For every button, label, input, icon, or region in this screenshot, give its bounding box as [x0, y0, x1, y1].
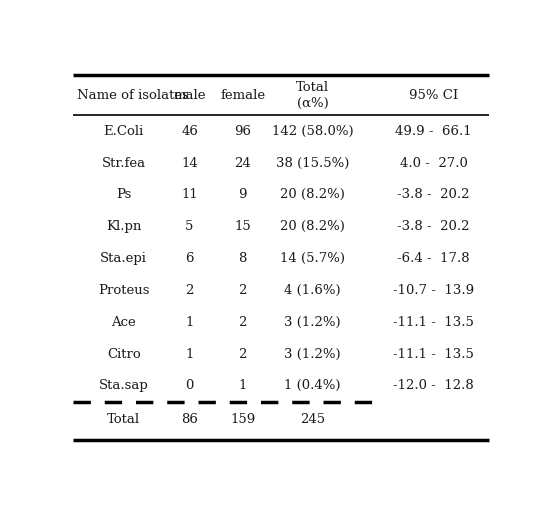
- Text: Total: Total: [296, 81, 329, 94]
- Text: 1: 1: [185, 316, 194, 329]
- Text: 96: 96: [234, 125, 251, 138]
- Text: 14: 14: [181, 157, 198, 170]
- Text: Ace: Ace: [111, 316, 136, 329]
- Text: 245: 245: [300, 413, 326, 427]
- Text: 0: 0: [185, 379, 194, 392]
- Text: Total: Total: [107, 413, 140, 427]
- Text: 14 (5.7%): 14 (5.7%): [280, 252, 345, 265]
- Text: 46: 46: [181, 125, 198, 138]
- Text: Sta.sap: Sta.sap: [99, 379, 149, 392]
- Text: 49.9 -  66.1: 49.9 - 66.1: [396, 125, 472, 138]
- Text: 8: 8: [238, 252, 247, 265]
- Text: -11.1 -  13.5: -11.1 - 13.5: [393, 347, 474, 361]
- Text: 1: 1: [185, 347, 194, 361]
- Text: 3 (1.2%): 3 (1.2%): [284, 347, 341, 361]
- Text: -6.4 -  17.8: -6.4 - 17.8: [397, 252, 470, 265]
- Text: Str.fea: Str.fea: [101, 157, 146, 170]
- Text: Sta.epi: Sta.epi: [100, 252, 147, 265]
- Text: 4 (1.6%): 4 (1.6%): [284, 284, 341, 297]
- Text: -12.0 -  12.8: -12.0 - 12.8: [393, 379, 474, 392]
- Text: 2: 2: [238, 347, 247, 361]
- Text: Proteus: Proteus: [98, 284, 150, 297]
- Text: female: female: [220, 89, 265, 102]
- Text: 38 (15.5%): 38 (15.5%): [276, 157, 350, 170]
- Text: E.Coli: E.Coli: [104, 125, 144, 138]
- Text: Ps: Ps: [116, 189, 132, 201]
- Text: 1: 1: [238, 379, 247, 392]
- Text: Citro: Citro: [107, 347, 141, 361]
- Text: 2: 2: [238, 284, 247, 297]
- Text: 6: 6: [185, 252, 194, 265]
- Text: 11: 11: [181, 189, 198, 201]
- Text: (α%): (α%): [297, 97, 329, 110]
- Text: -3.8 -  20.2: -3.8 - 20.2: [397, 189, 470, 201]
- Text: 4.0 -  27.0: 4.0 - 27.0: [400, 157, 467, 170]
- Text: male: male: [173, 89, 206, 102]
- Text: 5: 5: [185, 220, 194, 233]
- Text: 2: 2: [185, 284, 194, 297]
- Text: 86: 86: [181, 413, 198, 427]
- Text: Kl.pn: Kl.pn: [106, 220, 141, 233]
- Text: -11.1 -  13.5: -11.1 - 13.5: [393, 316, 474, 329]
- Text: 3 (1.2%): 3 (1.2%): [284, 316, 341, 329]
- Text: 20 (8.2%): 20 (8.2%): [280, 220, 345, 233]
- Text: -3.8 -  20.2: -3.8 - 20.2: [397, 220, 470, 233]
- Text: 142 (58.0%): 142 (58.0%): [272, 125, 353, 138]
- Text: 159: 159: [230, 413, 255, 427]
- Text: Name of isolates: Name of isolates: [77, 89, 189, 102]
- Text: -10.7 -  13.9: -10.7 - 13.9: [393, 284, 475, 297]
- Text: 20 (8.2%): 20 (8.2%): [280, 189, 345, 201]
- Text: 95% CI: 95% CI: [409, 89, 458, 102]
- Text: 24: 24: [234, 157, 251, 170]
- Text: 1 (0.4%): 1 (0.4%): [284, 379, 341, 392]
- Text: 9: 9: [238, 189, 247, 201]
- Text: 15: 15: [234, 220, 251, 233]
- Text: 2: 2: [238, 316, 247, 329]
